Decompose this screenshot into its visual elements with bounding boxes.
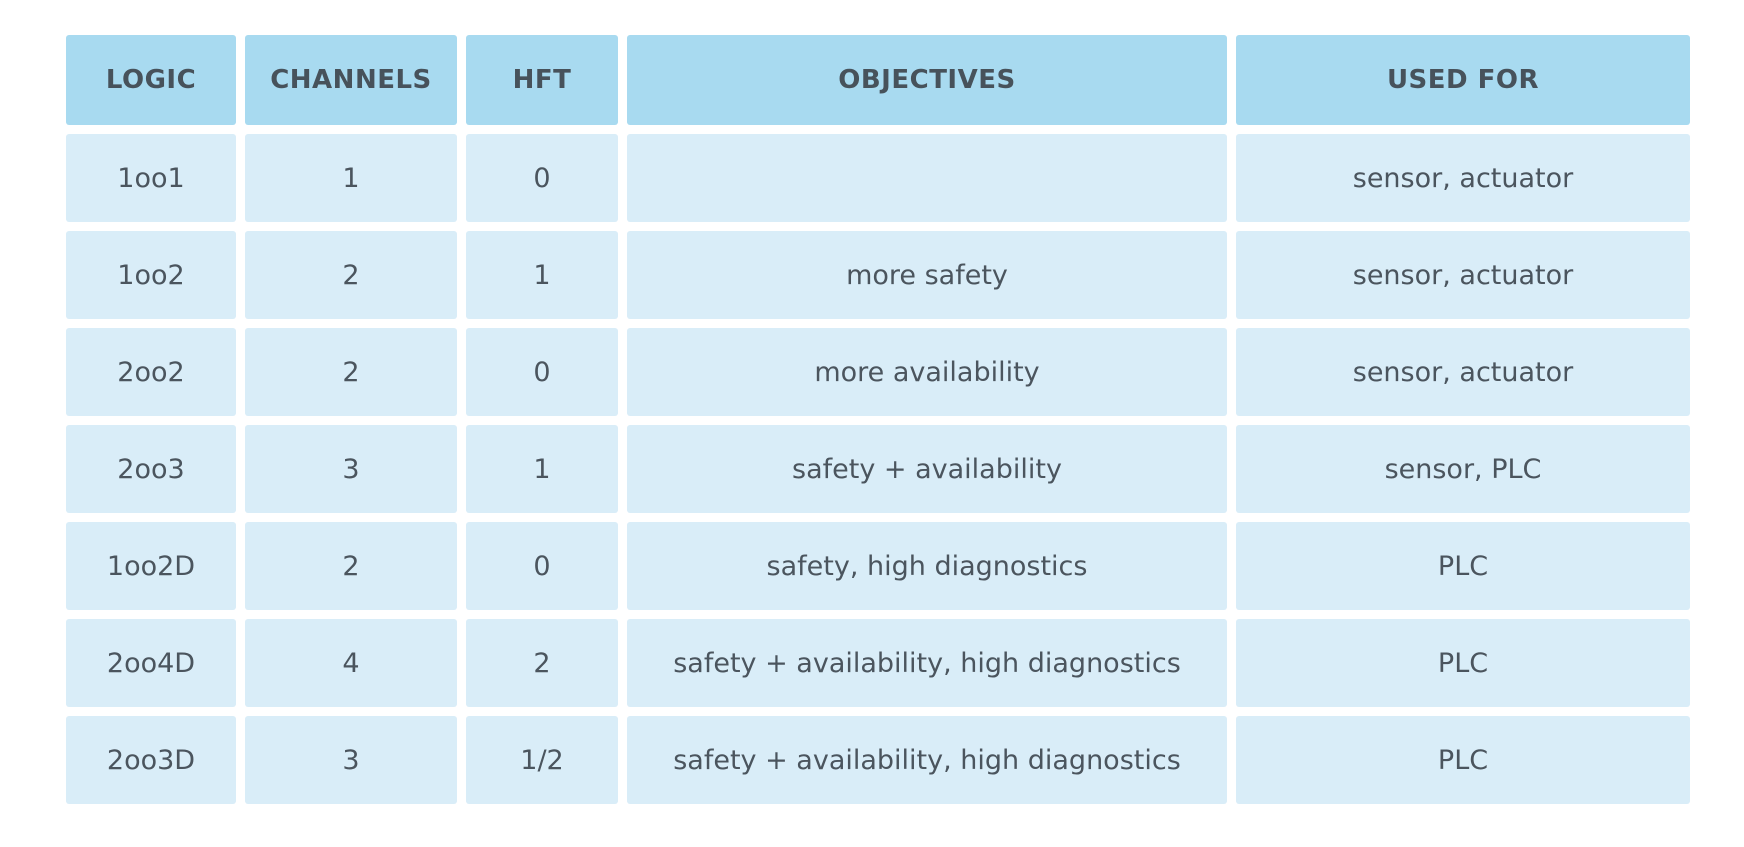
- cell-logic: 1oo1: [66, 134, 236, 222]
- table-row: 2oo3 3 1 safety + availability sensor, P…: [66, 425, 1690, 513]
- cell-channels: 2: [245, 231, 457, 319]
- cell-objectives: safety, high diagnostics: [627, 522, 1227, 610]
- cell-hft: 1/2: [466, 716, 618, 804]
- cell-objectives: safety + availability: [627, 425, 1227, 513]
- cell-hft: 0: [466, 134, 618, 222]
- cell-objectives: more availability: [627, 328, 1227, 416]
- cell-channels: 1: [245, 134, 457, 222]
- header-row: LOGIC CHANNELS HFT OBJECTIVES USED FOR: [66, 35, 1690, 125]
- cell-objectives: [627, 134, 1227, 222]
- cell-objectives: more safety: [627, 231, 1227, 319]
- cell-logic: 2oo3D: [66, 716, 236, 804]
- table-row: 2oo3D 3 1/2 safety + availability, high …: [66, 716, 1690, 804]
- logic-architecture-table: LOGIC CHANNELS HFT OBJECTIVES USED FOR 1…: [57, 26, 1699, 813]
- cell-hft: 0: [466, 328, 618, 416]
- cell-used-for: sensor, actuator: [1236, 134, 1690, 222]
- cell-logic: 2oo3: [66, 425, 236, 513]
- cell-used-for: sensor, PLC: [1236, 425, 1690, 513]
- column-header-used-for: USED FOR: [1236, 35, 1690, 125]
- cell-objectives: safety + availability, high diagnostics: [627, 716, 1227, 804]
- cell-hft: 1: [466, 425, 618, 513]
- cell-objectives: safety + availability, high diagnostics: [627, 619, 1227, 707]
- table-row: 1oo1 1 0 sensor, actuator: [66, 134, 1690, 222]
- cell-logic: 1oo2: [66, 231, 236, 319]
- cell-logic: 2oo4D: [66, 619, 236, 707]
- column-header-logic: LOGIC: [66, 35, 236, 125]
- cell-channels: 3: [245, 716, 457, 804]
- cell-used-for: PLC: [1236, 619, 1690, 707]
- cell-channels: 3: [245, 425, 457, 513]
- cell-channels: 2: [245, 328, 457, 416]
- cell-logic: 2oo2: [66, 328, 236, 416]
- cell-hft: 2: [466, 619, 618, 707]
- column-header-hft: HFT: [466, 35, 618, 125]
- cell-used-for: sensor, actuator: [1236, 231, 1690, 319]
- table-row: 2oo4D 4 2 safety + availability, high di…: [66, 619, 1690, 707]
- logic-architecture-table-container: LOGIC CHANNELS HFT OBJECTIVES USED FOR 1…: [57, 26, 1699, 813]
- cell-hft: 0: [466, 522, 618, 610]
- column-header-objectives: OBJECTIVES: [627, 35, 1227, 125]
- cell-channels: 2: [245, 522, 457, 610]
- cell-logic: 1oo2D: [66, 522, 236, 610]
- cell-channels: 4: [245, 619, 457, 707]
- cell-used-for: PLC: [1236, 522, 1690, 610]
- table-row: 2oo2 2 0 more availability sensor, actua…: [66, 328, 1690, 416]
- table-row: 1oo2D 2 0 safety, high diagnostics PLC: [66, 522, 1690, 610]
- table-row: 1oo2 2 1 more safety sensor, actuator: [66, 231, 1690, 319]
- cell-used-for: sensor, actuator: [1236, 328, 1690, 416]
- cell-hft: 1: [466, 231, 618, 319]
- column-header-channels: CHANNELS: [245, 35, 457, 125]
- cell-used-for: PLC: [1236, 716, 1690, 804]
